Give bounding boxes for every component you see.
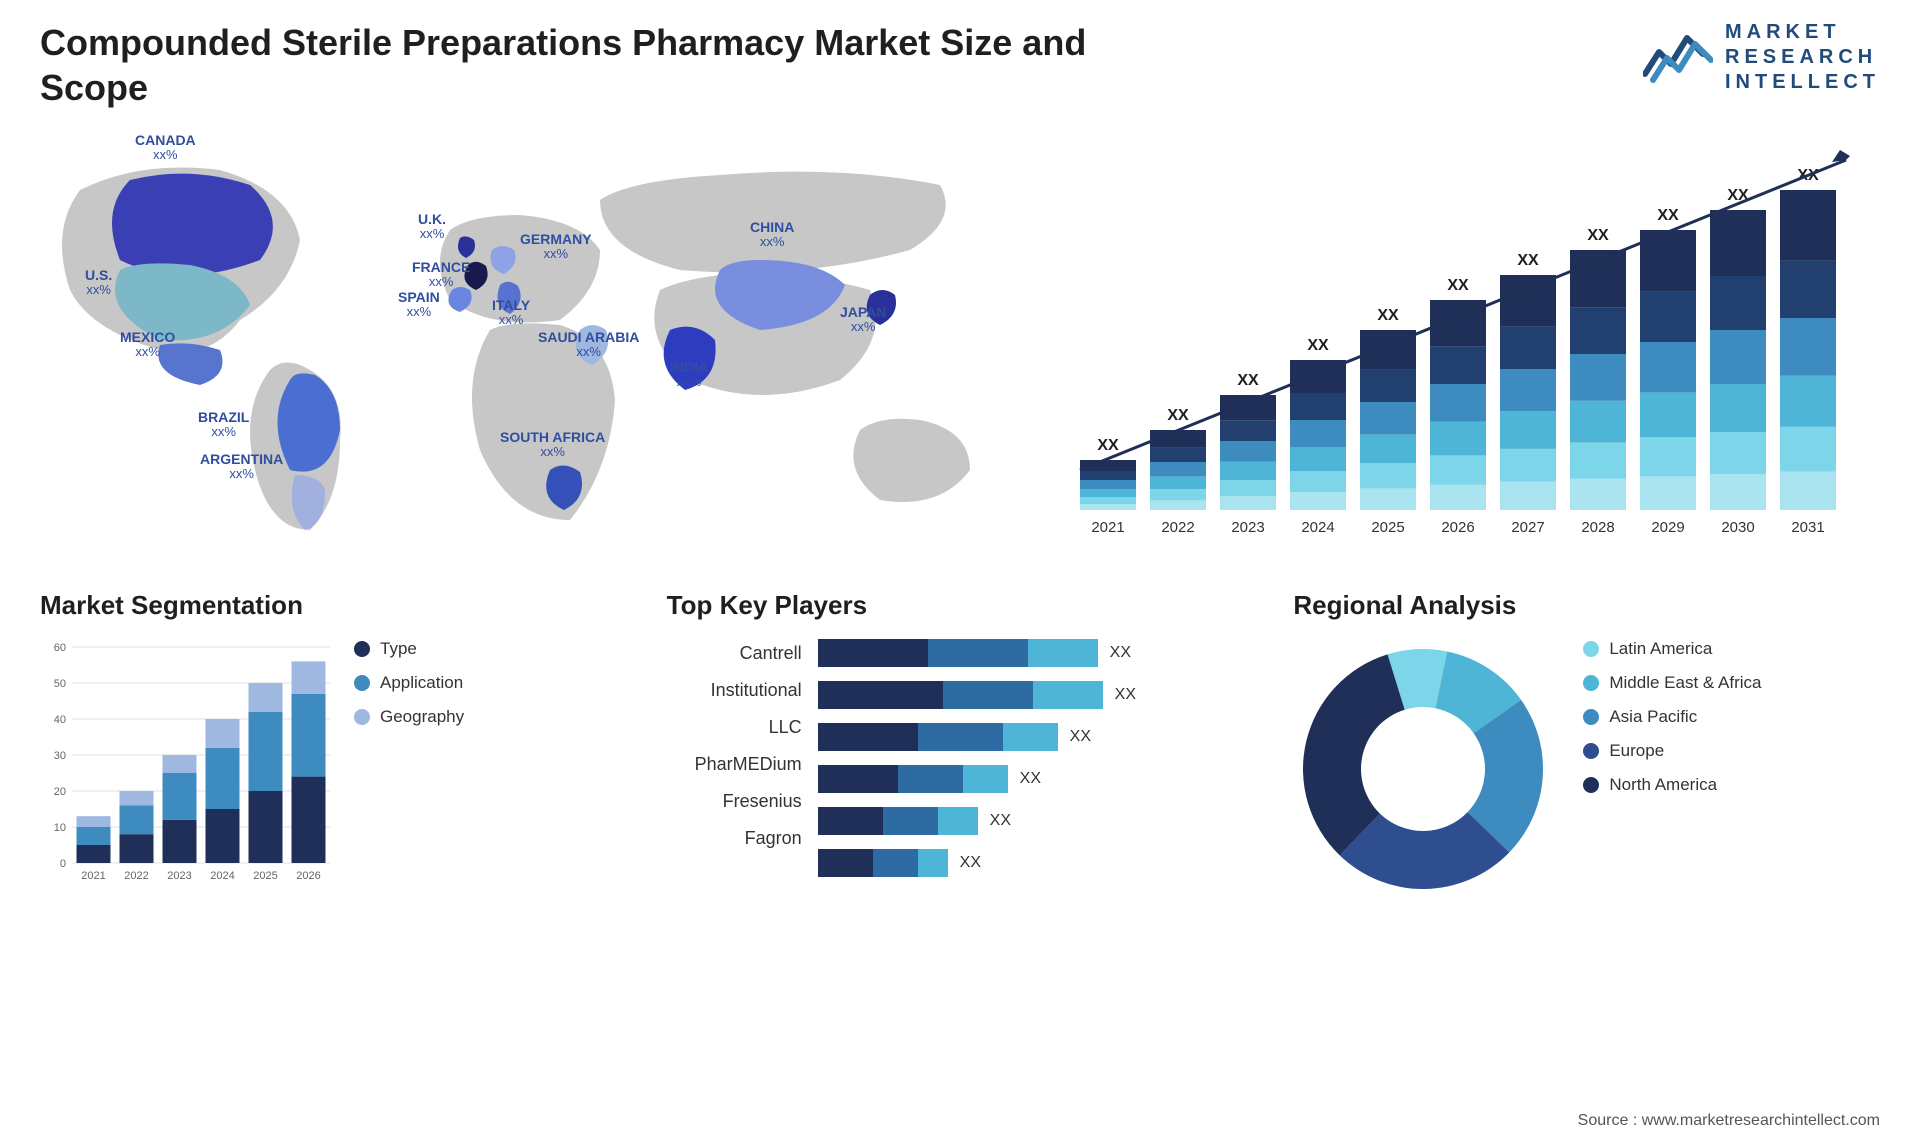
map-label: CANADAxx%	[135, 133, 196, 163]
svg-text:2023: 2023	[1231, 519, 1264, 536]
growth-chart-svg: XX 2021 XX 2022 XX 2023 XX 2024 XX 2025 XX 2026 XX 20…	[1060, 130, 1880, 550]
players-bars: XX XX XX XX XX XX	[818, 639, 1254, 877]
legend-item: Geography	[354, 707, 464, 727]
source-text: Source : www.marketresearchintellect.com	[1578, 1112, 1880, 1130]
svg-text:XX: XX	[1167, 407, 1189, 424]
svg-text:XX: XX	[1097, 437, 1119, 454]
legend-item: Asia Pacific	[1583, 707, 1761, 727]
map-label: U.K.xx%	[418, 212, 446, 242]
svg-text:XX: XX	[1237, 372, 1259, 389]
regional-title: Regional Analysis	[1293, 590, 1880, 621]
player-label: PharMEDium	[667, 754, 802, 775]
segmentation-legend: Type Application Geography	[354, 639, 464, 889]
map-label: U.S.xx%	[85, 268, 112, 298]
svg-text:2023: 2023	[167, 870, 191, 882]
map-label: CHINAxx%	[750, 220, 794, 250]
map-label: INDIAxx%	[670, 360, 708, 390]
legend-item: North America	[1583, 775, 1761, 795]
svg-text:10: 10	[54, 822, 66, 834]
player-label: Institutional	[667, 680, 802, 701]
svg-text:2024: 2024	[1301, 519, 1334, 536]
legend-item: Latin America	[1583, 639, 1761, 659]
map-label: FRANCExx%	[412, 260, 470, 290]
players-title: Top Key Players	[667, 590, 1254, 621]
regional-donut	[1293, 639, 1553, 899]
svg-text:2026: 2026	[296, 870, 320, 882]
world-map: CANADAxx% U.S.xx% MEXICOxx% BRAZILxx% ARGENT…	[40, 130, 1020, 550]
svg-text:2027: 2027	[1511, 519, 1544, 536]
logo-line3: INTELLECT	[1725, 70, 1880, 95]
svg-text:2022: 2022	[1161, 519, 1194, 536]
svg-text:2024: 2024	[210, 870, 234, 882]
svg-text:20: 20	[54, 786, 66, 798]
legend-item: Europe	[1583, 741, 1761, 761]
legend-item: Application	[354, 673, 464, 693]
players-labels: Cantrell Institutional LLC PharMEDium Fresen…	[667, 639, 802, 877]
regional-panel: Regional Analysis Latin America Middle Ea…	[1293, 590, 1880, 899]
map-label: GERMANYxx%	[520, 232, 592, 262]
map-label: SOUTH AFRICAxx%	[500, 430, 605, 460]
svg-text:0: 0	[60, 858, 66, 870]
player-row: XX	[818, 765, 1254, 793]
svg-text:XX: XX	[1307, 337, 1329, 354]
brand-logo: MARKET RESEARCH INTELLECT	[1643, 20, 1880, 95]
svg-text:60: 60	[54, 642, 66, 654]
map-label: BRAZILxx%	[198, 410, 249, 440]
svg-text:XX: XX	[1517, 252, 1539, 269]
map-label: JAPANxx%	[840, 305, 886, 335]
segmentation-title: Market Segmentation	[40, 590, 627, 621]
legend-item: Type	[354, 639, 464, 659]
players-panel: Top Key Players Cantrell Institutional LLC…	[667, 590, 1254, 899]
player-row: XX	[818, 639, 1254, 667]
svg-text:40: 40	[54, 714, 66, 726]
map-label: SAUDI ARABIAxx%	[538, 330, 639, 360]
svg-text:30: 30	[54, 750, 66, 762]
map-label: ARGENTINAxx%	[200, 452, 283, 482]
page-title: Compounded Sterile Preparations Pharmacy…	[40, 20, 1090, 110]
player-row: XX	[818, 681, 1254, 709]
player-label: Fresenius	[667, 791, 802, 812]
svg-text:2029: 2029	[1651, 519, 1684, 536]
svg-text:2021: 2021	[1091, 519, 1124, 536]
player-row: XX	[818, 807, 1254, 835]
growth-bar-chart: XX 2021 XX 2022 XX 2023 XX 2024 XX 2025 XX 2026 XX 20…	[1060, 130, 1880, 550]
svg-text:50: 50	[54, 678, 66, 690]
world-map-svg	[40, 130, 1020, 550]
logo-line1: MARKET	[1725, 20, 1880, 45]
segmentation-chart: 0 10 20 30 40 50 60 2021 2022 2023 2024 2025 2026	[40, 639, 330, 889]
logo-icon	[1643, 30, 1713, 86]
player-row: XX	[818, 849, 1254, 877]
svg-text:2021: 2021	[81, 870, 105, 882]
svg-text:2026: 2026	[1441, 519, 1474, 536]
player-row: XX	[818, 723, 1254, 751]
map-label: SPAINxx%	[398, 290, 440, 320]
map-label: ITALYxx%	[492, 298, 530, 328]
svg-text:2031: 2031	[1791, 519, 1824, 536]
svg-text:2025: 2025	[1371, 519, 1404, 536]
player-label: Cantrell	[667, 643, 802, 664]
segmentation-panel: Market Segmentation 0 10 20 30 40 50 60 2021 202…	[40, 590, 627, 899]
legend-item: Middle East & Africa	[1583, 673, 1761, 693]
logo-line2: RESEARCH	[1725, 45, 1880, 70]
svg-text:XX: XX	[1657, 207, 1679, 224]
svg-text:2022: 2022	[124, 870, 148, 882]
svg-text:XX: XX	[1447, 277, 1469, 294]
svg-text:2028: 2028	[1581, 519, 1614, 536]
svg-text:XX: XX	[1377, 307, 1399, 324]
svg-text:2030: 2030	[1721, 519, 1754, 536]
player-label: LLC	[667, 717, 802, 738]
map-label: MEXICOxx%	[120, 330, 175, 360]
svg-text:XX: XX	[1587, 227, 1609, 244]
svg-text:2025: 2025	[253, 870, 277, 882]
player-label: Fagron	[667, 828, 802, 849]
regional-legend: Latin America Middle East & Africa Asia Pa…	[1583, 639, 1761, 795]
